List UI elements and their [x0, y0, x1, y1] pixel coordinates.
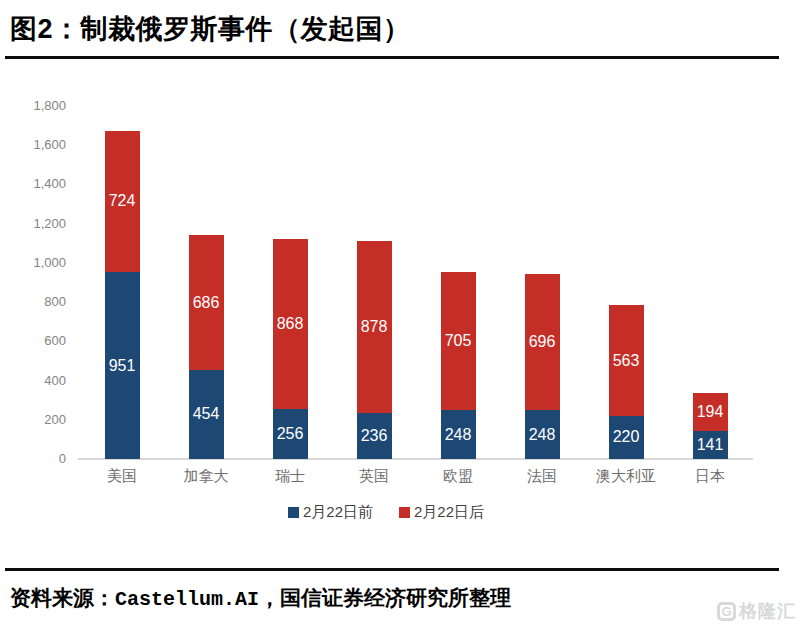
bar-segment-before: 951 — [105, 272, 140, 459]
bar-value-label: 236 — [361, 427, 388, 445]
bar-value-label: 563 — [613, 352, 640, 370]
x-axis-label: 法国 — [500, 467, 584, 486]
x-axis-label: 瑞士 — [248, 467, 332, 486]
figure-title: 图2：制裁俄罗斯事件（发起国） — [10, 11, 411, 47]
legend-swatch-icon — [399, 507, 410, 518]
bar-value-label: 705 — [445, 332, 472, 350]
title-divider — [5, 56, 779, 59]
bar-segment-after: 878 — [357, 241, 392, 413]
bar-segment-before: 220 — [609, 416, 644, 459]
y-axis-label: 1,200 — [0, 216, 66, 232]
bar-segment-before: 141 — [693, 431, 728, 459]
gelonghui-logo-icon: G — [717, 602, 736, 621]
x-axis-line — [78, 458, 753, 460]
bar-value-label: 951 — [109, 357, 136, 375]
bar-segment-before: 248 — [441, 410, 476, 459]
footer-divider — [5, 568, 779, 571]
source-suffix: ，国信证券经济研究所整理 — [259, 586, 511, 609]
legend-item: 2月22日前 — [288, 503, 373, 522]
bar-value-label: 686 — [193, 294, 220, 312]
bar-segment-before: 248 — [525, 410, 560, 459]
y-axis-label: 1,400 — [0, 176, 66, 192]
gelonghui-logo-text: 格隆汇 — [739, 599, 796, 623]
bar-value-label: 724 — [109, 192, 136, 210]
bar-value-label: 248 — [529, 426, 556, 444]
x-axis-label: 英国 — [332, 467, 416, 486]
legend-swatch-icon — [288, 507, 299, 518]
y-axis-label: 800 — [0, 294, 66, 310]
bar-value-label: 141 — [697, 436, 724, 454]
x-axis-label: 澳大利亚 — [584, 467, 668, 486]
y-axis-label: 1,800 — [0, 98, 66, 114]
bar-segment-after: 724 — [105, 131, 140, 273]
bar-segment-before: 256 — [273, 409, 308, 459]
y-axis-label: 1,000 — [0, 255, 66, 271]
bar-value-label: 248 — [445, 426, 472, 444]
bar-segment-after: 563 — [609, 305, 644, 415]
source-note: 资料来源：Castellum.AI，国信证券经济研究所整理 — [10, 584, 511, 612]
source-prefix: 资料来源： — [10, 586, 115, 609]
bar-segment-after: 686 — [189, 235, 224, 370]
legend-label: 2月22日后 — [414, 503, 484, 522]
bar-value-label: 696 — [529, 333, 556, 351]
bar-value-label: 454 — [193, 405, 220, 423]
x-axis-label: 加拿大 — [164, 467, 248, 486]
x-axis-label: 美国 — [80, 467, 164, 486]
bar-segment-after: 705 — [441, 272, 476, 410]
gelonghui-watermark: G 格隆汇 — [717, 599, 796, 623]
legend: 2月22日前 2月22日后 — [0, 503, 772, 522]
legend-label: 2月22日前 — [303, 503, 373, 522]
bar-segment-after: 696 — [525, 274, 560, 410]
y-axis-label: 200 — [0, 412, 66, 428]
y-axis-label: 1,600 — [0, 137, 66, 153]
bar-segment-before: 454 — [189, 370, 224, 459]
legend-item: 2月22日后 — [399, 503, 484, 522]
bar-value-label: 868 — [277, 315, 304, 333]
y-axis-label: 0 — [0, 451, 66, 467]
bar-segment-after: 868 — [273, 239, 308, 409]
bar-segment-after: 194 — [693, 393, 728, 431]
report-figure: 图2：制裁俄罗斯事件（发起国） 0 200 400 600 800 1,000 1,200 1… — [0, 0, 800, 628]
bar-value-label: 194 — [697, 403, 724, 421]
x-axis-label: 日本 — [668, 467, 752, 486]
bar-value-label: 256 — [277, 425, 304, 443]
bar-value-label: 878 — [361, 318, 388, 336]
x-axis-label: 欧盟 — [416, 467, 500, 486]
bar-value-label: 220 — [613, 428, 640, 446]
source-latin: Castellum.AI — [115, 588, 259, 611]
y-axis-label: 400 — [0, 373, 66, 389]
bar-segment-before: 236 — [357, 413, 392, 459]
y-axis-label: 600 — [0, 333, 66, 349]
